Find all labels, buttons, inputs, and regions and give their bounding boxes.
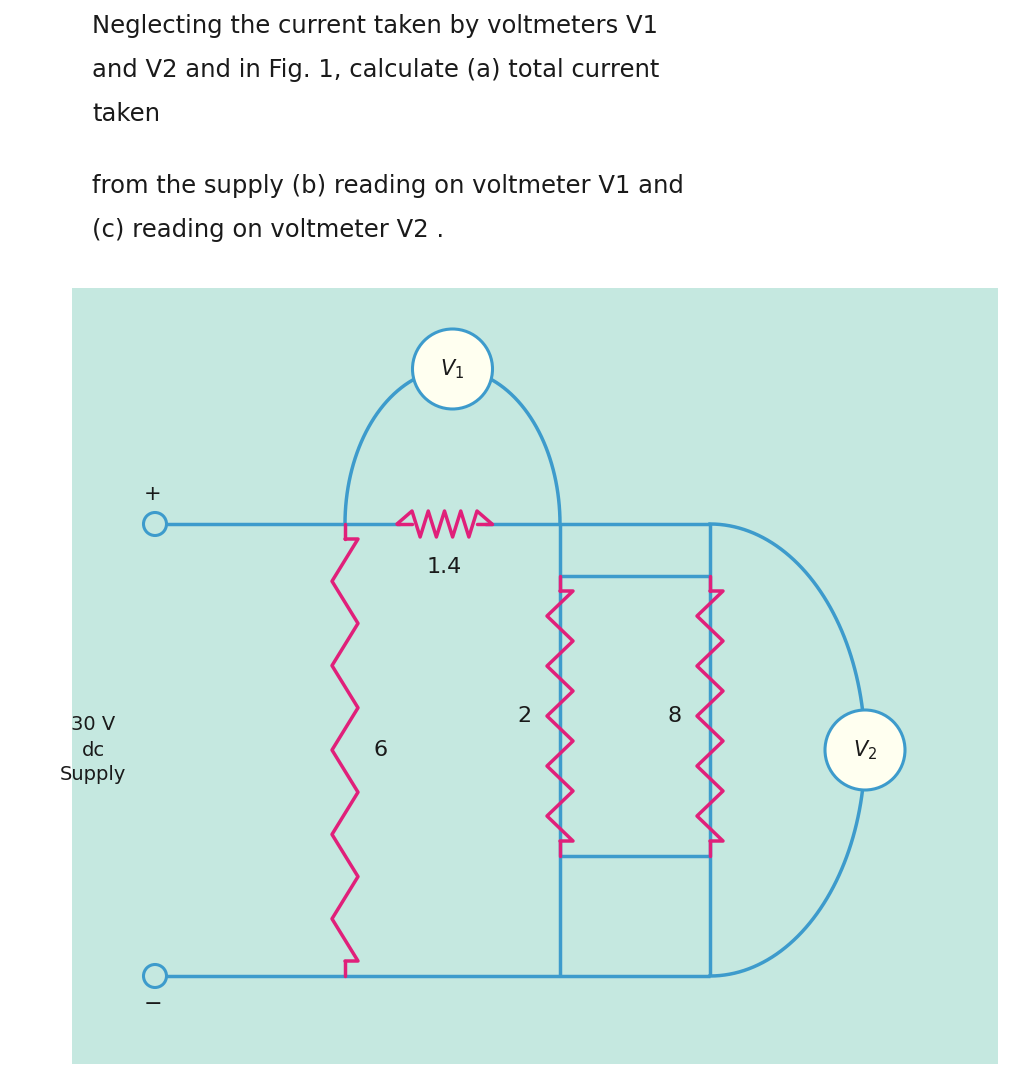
Text: (c) reading on voltmeter V2 .: (c) reading on voltmeter V2 .	[92, 218, 444, 242]
Text: $V_2$: $V_2$	[853, 738, 878, 761]
Text: 1.4: 1.4	[427, 557, 462, 577]
Text: 6: 6	[373, 740, 387, 760]
Text: taken: taken	[92, 102, 160, 126]
Text: from the supply (b) reading on voltmeter V1 and: from the supply (b) reading on voltmeter…	[92, 174, 684, 198]
Bar	[72, 288, 998, 1064]
Circle shape	[143, 964, 167, 987]
Circle shape	[825, 710, 905, 790]
Text: and V2 and in Fig. 1, calculate (a) total current: and V2 and in Fig. 1, calculate (a) tota…	[92, 58, 659, 83]
Text: 2: 2	[518, 706, 532, 727]
Text: $V_1$: $V_1$	[440, 357, 465, 381]
Text: −: −	[143, 994, 163, 1014]
Text: 8: 8	[668, 706, 682, 727]
Text: +: +	[144, 484, 162, 504]
Circle shape	[143, 513, 167, 535]
Text: Neglecting the current taken by voltmeters V1: Neglecting the current taken by voltmete…	[92, 14, 658, 38]
Circle shape	[413, 329, 493, 409]
Text: 30 V
dc
Supply: 30 V dc Supply	[59, 716, 126, 784]
